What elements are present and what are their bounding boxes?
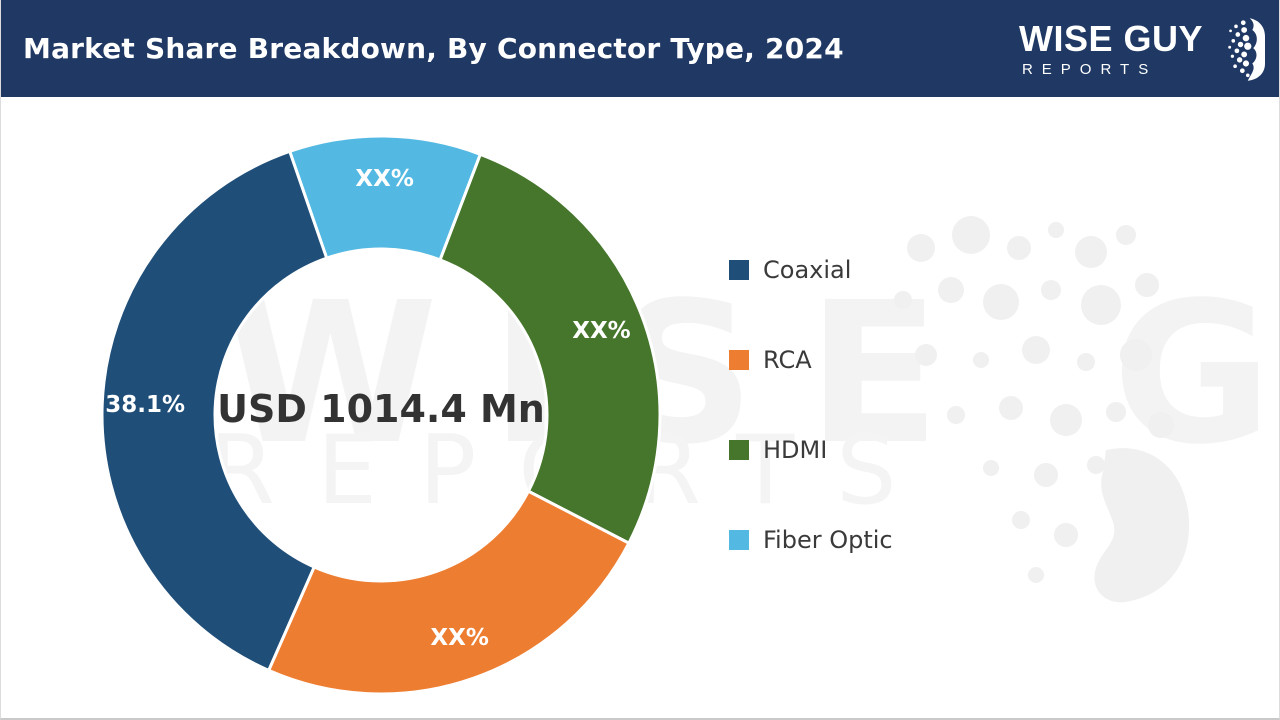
segment-value-label: XX% bbox=[430, 624, 489, 651]
logo-subtitle: REPORTS bbox=[1021, 60, 1158, 78]
legend-swatch-rca bbox=[729, 350, 749, 370]
chart-legend: Coaxial RCA HDMI Fiber Optic bbox=[729, 256, 893, 616]
header-bar: Market Share Breakdown, By Connector Typ… bbox=[1, 0, 1279, 97]
donut-segment-rca[interactable] bbox=[266, 489, 631, 696]
legend-item-rca[interactable]: RCA bbox=[729, 346, 893, 374]
segment-value-label: XX% bbox=[572, 317, 631, 344]
donut-segment-coaxial[interactable] bbox=[100, 149, 329, 673]
legend-item-fiber-optic[interactable]: Fiber Optic bbox=[729, 526, 893, 554]
chart-center-value: USD 1014.4 Mn bbox=[217, 387, 545, 431]
donut-segment-hdmi[interactable] bbox=[438, 152, 662, 546]
legend-swatch-coaxial bbox=[729, 260, 749, 280]
legend-label: RCA bbox=[763, 346, 812, 374]
legend-swatch-hdmi bbox=[729, 440, 749, 460]
legend-swatch-fiber-optic bbox=[729, 530, 749, 550]
legend-item-coaxial[interactable]: Coaxial bbox=[729, 256, 893, 284]
legend-label: Fiber Optic bbox=[763, 526, 893, 554]
logo-text: WISE GUY REPORTS bbox=[1018, 17, 1203, 78]
segment-value-label: 38.1% bbox=[105, 392, 186, 419]
legend-item-hdmi[interactable]: HDMI bbox=[729, 436, 893, 464]
watermark-face-dots bbox=[894, 216, 1190, 603]
logo-face-icon bbox=[1228, 17, 1265, 81]
legend-label: Coaxial bbox=[763, 256, 852, 284]
legend-label: HDMI bbox=[763, 436, 828, 464]
logo-wordmark: WISE GUY bbox=[1018, 17, 1203, 59]
page-title: Market Share Breakdown, By Connector Typ… bbox=[23, 32, 844, 65]
wise-guy-reports-logo: WISE GUY REPORTS bbox=[1019, 16, 1265, 82]
segment-value-label: XX% bbox=[355, 166, 414, 193]
